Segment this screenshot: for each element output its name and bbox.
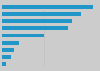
Bar xyxy=(2,26,68,30)
Bar xyxy=(2,34,44,37)
Bar xyxy=(2,62,6,66)
Bar xyxy=(2,12,81,16)
Bar xyxy=(2,41,19,45)
Bar xyxy=(2,5,93,9)
Bar xyxy=(2,55,11,59)
Bar xyxy=(2,19,72,23)
Bar xyxy=(2,48,14,52)
